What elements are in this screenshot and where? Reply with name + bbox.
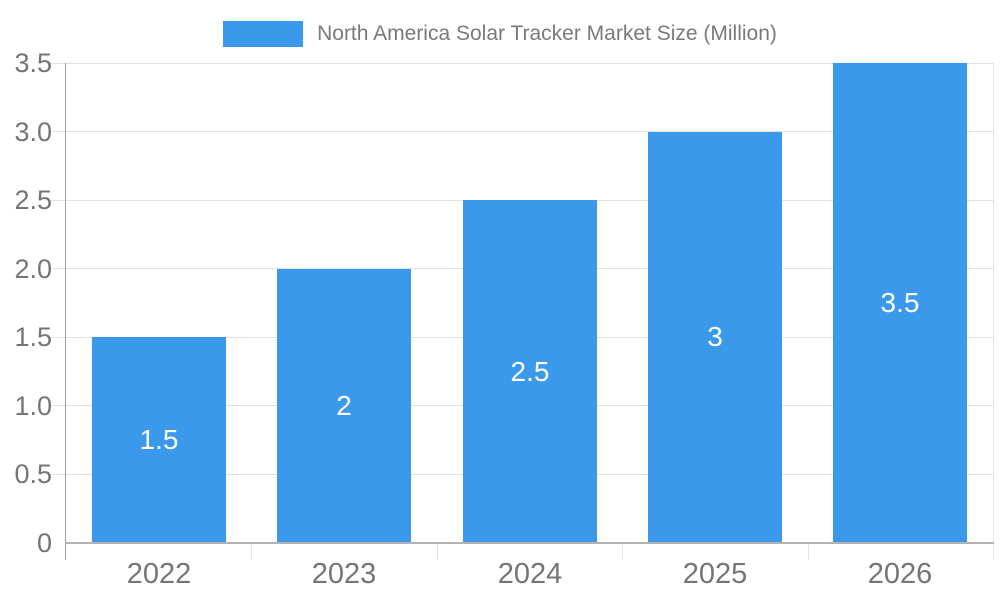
bar-value-label: 2.5 (510, 356, 550, 387)
x-axis-tick-label: 2024 (497, 558, 563, 590)
y-axis-tick-label: 1.5 (14, 322, 52, 352)
chart-title: North America Solar Tracker Market Size … (317, 22, 777, 45)
y-axis-tick-label: 1.0 (14, 391, 52, 421)
plot-right-border (993, 63, 994, 560)
bar-2026[interactable] (833, 63, 967, 543)
x-axis-line (65, 542, 994, 544)
x-axis-tick-label: 2026 (867, 558, 933, 590)
x-axis-tick-label: 2025 (682, 558, 748, 590)
y-axis-line (65, 63, 66, 560)
bar-2025[interactable] (648, 132, 782, 543)
bar-value-label: 3.5 (880, 287, 920, 318)
legend-swatch (223, 21, 304, 47)
bar-2022[interactable] (92, 337, 226, 543)
bar-value-label: 1.5 (139, 424, 179, 455)
y-axis-tick-label: 2.5 (14, 185, 52, 215)
chart-legend[interactable]: North America Solar Tracker Market Size … (0, 19, 1000, 49)
y-axis-tick-label: 0 (36, 528, 52, 558)
x-axis-tick-label: 2022 (126, 558, 192, 590)
bar-value-label: 2 (336, 390, 352, 421)
x-axis-tick (251, 543, 252, 560)
bar-2024[interactable] (463, 200, 597, 543)
x-axis-tick (808, 543, 809, 560)
x-axis-tick-label: 2023 (311, 558, 377, 590)
x-axis-tick (437, 543, 438, 560)
gridline (50, 131, 993, 132)
y-axis-tick-label: 3.5 (14, 48, 52, 78)
y-axis-tick-label: 2.0 (14, 254, 52, 284)
x-axis-tick (622, 543, 623, 560)
gridline (50, 63, 993, 64)
bar-2023[interactable] (277, 269, 411, 543)
y-axis-tick-label: 0.5 (14, 459, 52, 489)
y-axis-tick-label: 3.0 (14, 117, 52, 147)
bar-value-label: 3 (707, 321, 723, 352)
